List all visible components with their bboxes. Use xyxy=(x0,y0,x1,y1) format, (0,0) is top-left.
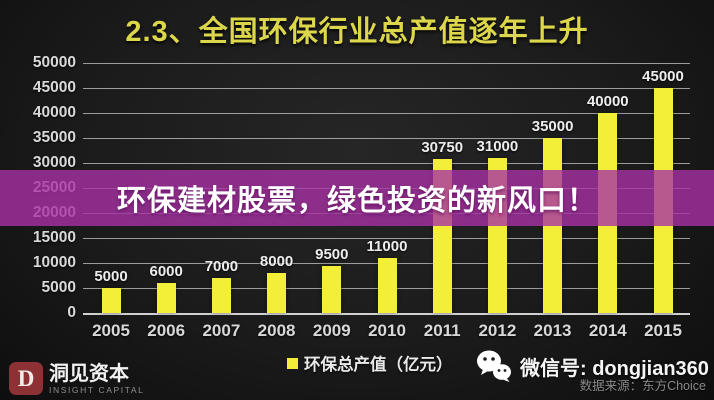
x-tick-label: 2014 xyxy=(588,321,627,340)
contact-block: 微信号: dongjian360 数据来源：东方Choice xyxy=(476,349,709,399)
bar-value-label: 45000 xyxy=(642,68,684,85)
wechat-id: 微信号: dongjian360 xyxy=(520,357,709,380)
gridline xyxy=(83,88,690,89)
x-axis-line xyxy=(83,313,690,315)
overlay-banner-text: 环保建材股票，绿色投资的新风口！ xyxy=(116,185,597,217)
legend-swatch xyxy=(287,357,298,369)
bar xyxy=(377,258,397,313)
chart-legend: 环保总产值（亿元） xyxy=(287,351,453,375)
bar-value-label: 30750 xyxy=(421,139,464,157)
bar-value-label: 7000 xyxy=(204,258,239,275)
x-tick-label: 2013 xyxy=(533,321,572,340)
y-tick-label: 0 xyxy=(67,304,76,321)
x-tick-label: 2008 xyxy=(257,321,296,340)
y-tick-label: 15000 xyxy=(32,229,76,246)
bar-value-label: 40000 xyxy=(586,93,629,110)
x-tick-label: 2006 xyxy=(147,321,186,340)
bar-value-label: 5000 xyxy=(94,268,128,285)
gridline xyxy=(83,163,690,164)
x-tick-label: 2015 xyxy=(644,321,682,340)
x-tick-label: 2012 xyxy=(478,321,517,340)
bar xyxy=(101,288,121,313)
brand-name: 洞见资本 xyxy=(49,362,129,385)
page-title: 2.3、全国环保行业总产值逐年上升 xyxy=(125,16,589,48)
wechat-icon xyxy=(477,350,511,382)
bar-value-label: 9500 xyxy=(315,245,349,263)
y-tick-label: 50000 xyxy=(32,54,76,71)
bar xyxy=(322,265,342,313)
bar-value-label: 11000 xyxy=(366,238,408,255)
x-tick-label: 2005 xyxy=(92,321,130,340)
legend-label: 环保总产值（亿元） xyxy=(304,356,453,374)
insight-capital-logo-icon: D xyxy=(9,362,43,395)
gridline xyxy=(83,138,690,139)
x-tick-label: 2009 xyxy=(312,321,351,340)
y-tick-label: 40000 xyxy=(32,104,76,121)
y-tick-label: 30000 xyxy=(32,154,76,171)
brand-subtitle: INSIGHT CAPITAL xyxy=(49,384,145,395)
y-tick-label: 45000 xyxy=(32,79,76,96)
bar xyxy=(156,283,176,313)
data-source: 数据来源：东方Choice xyxy=(579,379,706,393)
x-tick-label: 2007 xyxy=(202,321,241,340)
bar-value-label: 35000 xyxy=(531,118,574,135)
y-tick-label: 35000 xyxy=(32,129,76,146)
bar-value-label: 31000 xyxy=(476,138,519,155)
x-tick-label: 2011 xyxy=(423,321,461,340)
bar xyxy=(267,273,287,313)
bar xyxy=(211,278,231,313)
y-tick-label: 5000 xyxy=(41,279,76,296)
gridline xyxy=(83,238,690,239)
x-tick-label: 2010 xyxy=(368,321,406,340)
y-tick-label: 10000 xyxy=(32,254,76,271)
bar-value-label: 8000 xyxy=(259,253,294,270)
overlay-banner: 环保建材股票，绿色投资的新风口！ xyxy=(0,170,714,226)
gridline xyxy=(83,113,690,114)
bar-value-label: 6000 xyxy=(149,263,183,280)
gridline xyxy=(83,63,690,64)
brand-logo: D 洞见资本 INSIGHT CAPITAL xyxy=(9,362,144,395)
